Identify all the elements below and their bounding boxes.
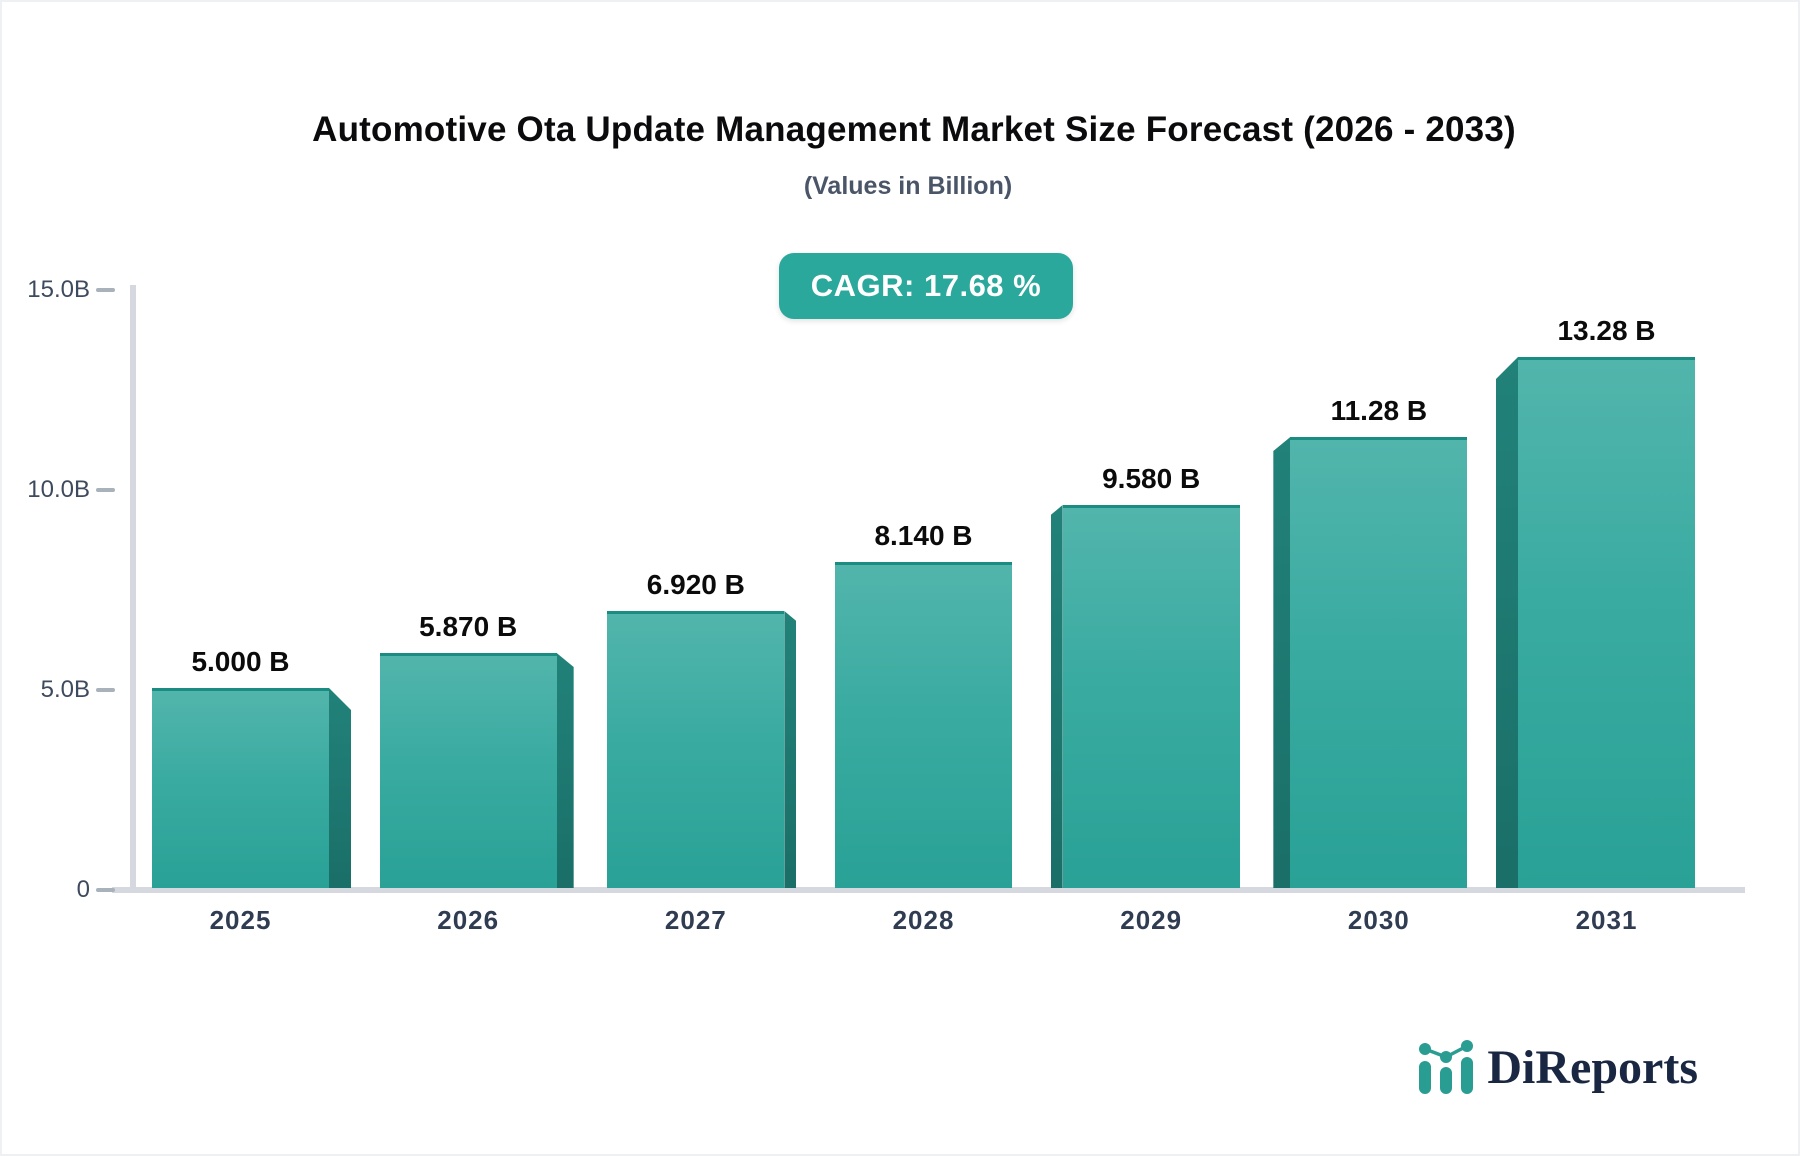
bar-value-label: 5.000 B <box>191 646 290 677</box>
y-axis-tick-label: 10.0B <box>27 476 90 503</box>
y-axis-tick-label: 5.0B <box>40 676 90 703</box>
direports-logo-text: DiReports <box>1487 1041 1698 1094</box>
direports-logo-icon <box>1419 1040 1474 1094</box>
bar-2026 <box>379 653 557 888</box>
bar-side-face <box>784 611 797 888</box>
bar-side-face <box>1273 437 1291 888</box>
x-axis-category-label: 2030 <box>1347 905 1410 935</box>
chart-subtitle: (Values in Billion) <box>803 172 1013 200</box>
bar-2030 <box>1290 437 1468 888</box>
x-axis-category-label: 2029 <box>1120 905 1183 935</box>
bar-2027 <box>607 611 785 888</box>
bar-value-label: 5.870 B <box>419 611 518 642</box>
y-axis-line <box>130 285 136 893</box>
y-axis-tick <box>96 288 115 292</box>
bar-value-label: 8.140 B <box>874 520 973 551</box>
y-axis-tick-label: 15.0B <box>27 276 90 303</box>
bar-value-label: 6.920 B <box>646 569 745 600</box>
y-axis-tick <box>96 688 115 692</box>
y-axis-tick-label: 0 <box>76 876 90 903</box>
bar-side-face <box>1050 505 1063 888</box>
bar-2025 <box>152 688 329 888</box>
chart-title: Automotive Ota Update Management Market … <box>312 110 1516 149</box>
x-axis-category-label: 2027 <box>664 905 727 935</box>
cagr-badge-wrap: CAGR: 17.68 % <box>2 253 1800 319</box>
x-axis-category-label: 2031 <box>1575 905 1638 935</box>
x-axis-category-label: 2025 <box>209 905 272 935</box>
bar-value-label: 11.28 B <box>1330 395 1428 426</box>
bar-side-face <box>556 653 574 888</box>
bar-2028 <box>835 562 1012 888</box>
x-axis-category-label: 2026 <box>437 905 500 935</box>
x-axis-line <box>112 887 1745 893</box>
bar-2031 <box>1518 357 1695 888</box>
direports-logo: DiReports <box>1417 1040 1698 1094</box>
y-axis-tick <box>96 488 115 492</box>
y-axis-tick <box>96 888 115 892</box>
cagr-badge: CAGR: 17.68 % <box>778 253 1074 319</box>
bar-value-label: 9.580 B <box>1102 463 1201 494</box>
bar-2029 <box>1062 505 1240 888</box>
bar-side-face <box>329 688 351 888</box>
x-axis-category-label: 2028 <box>892 905 955 935</box>
bar-value-label: 13.28 B <box>1557 315 1656 346</box>
bar-side-face <box>1496 357 1518 888</box>
